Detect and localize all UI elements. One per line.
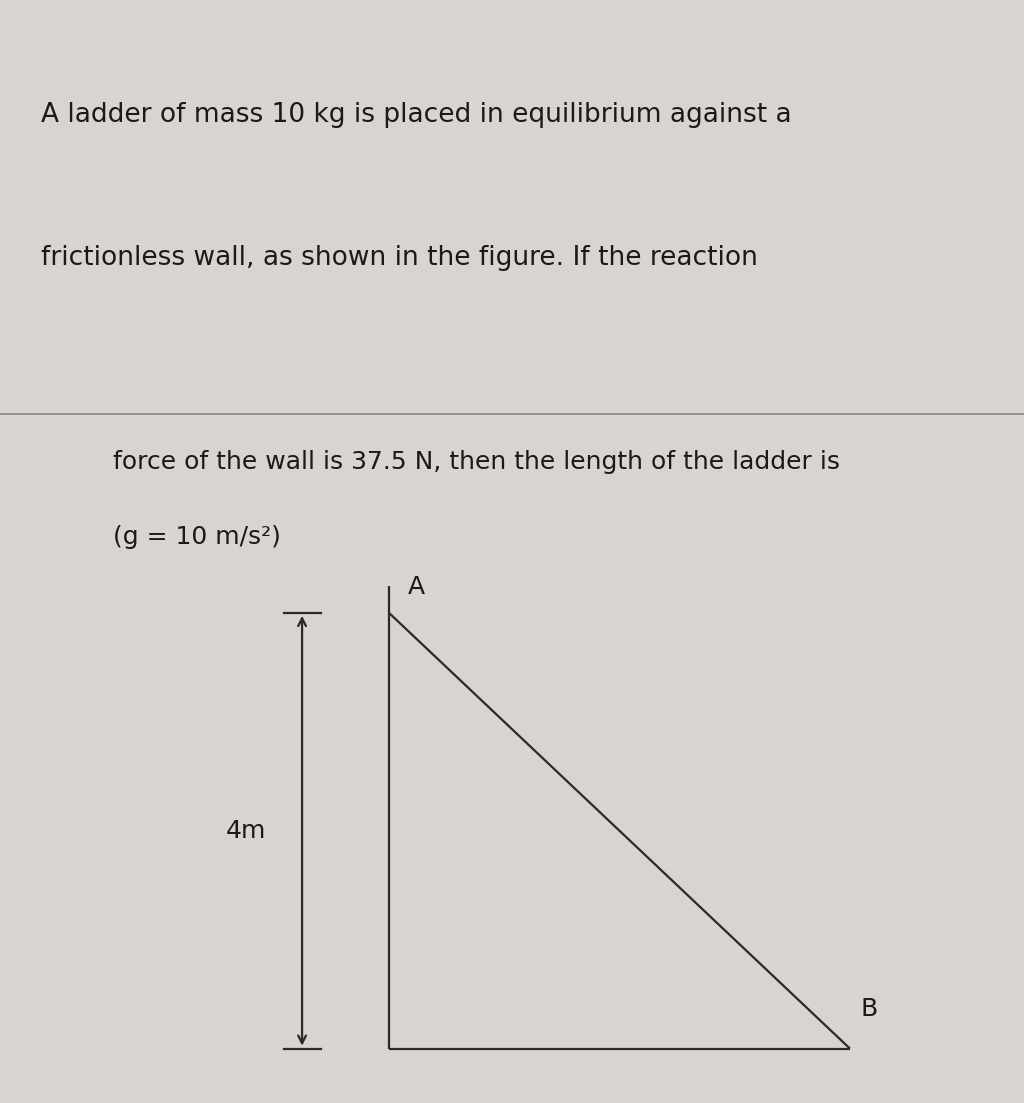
Text: frictionless wall, as shown in the figure. If the reaction: frictionless wall, as shown in the figur… xyxy=(41,245,758,271)
Text: B: B xyxy=(860,997,878,1021)
Text: 4m: 4m xyxy=(226,818,266,843)
Text: A ladder of mass 10 kg is placed in equilibrium against a: A ladder of mass 10 kg is placed in equi… xyxy=(41,103,792,128)
Text: force of the wall is 37.5 N, then the length of the ladder is: force of the wall is 37.5 N, then the le… xyxy=(113,450,840,473)
Text: A: A xyxy=(408,576,425,599)
Text: (g = 10 m/s²): (g = 10 m/s²) xyxy=(113,525,281,548)
